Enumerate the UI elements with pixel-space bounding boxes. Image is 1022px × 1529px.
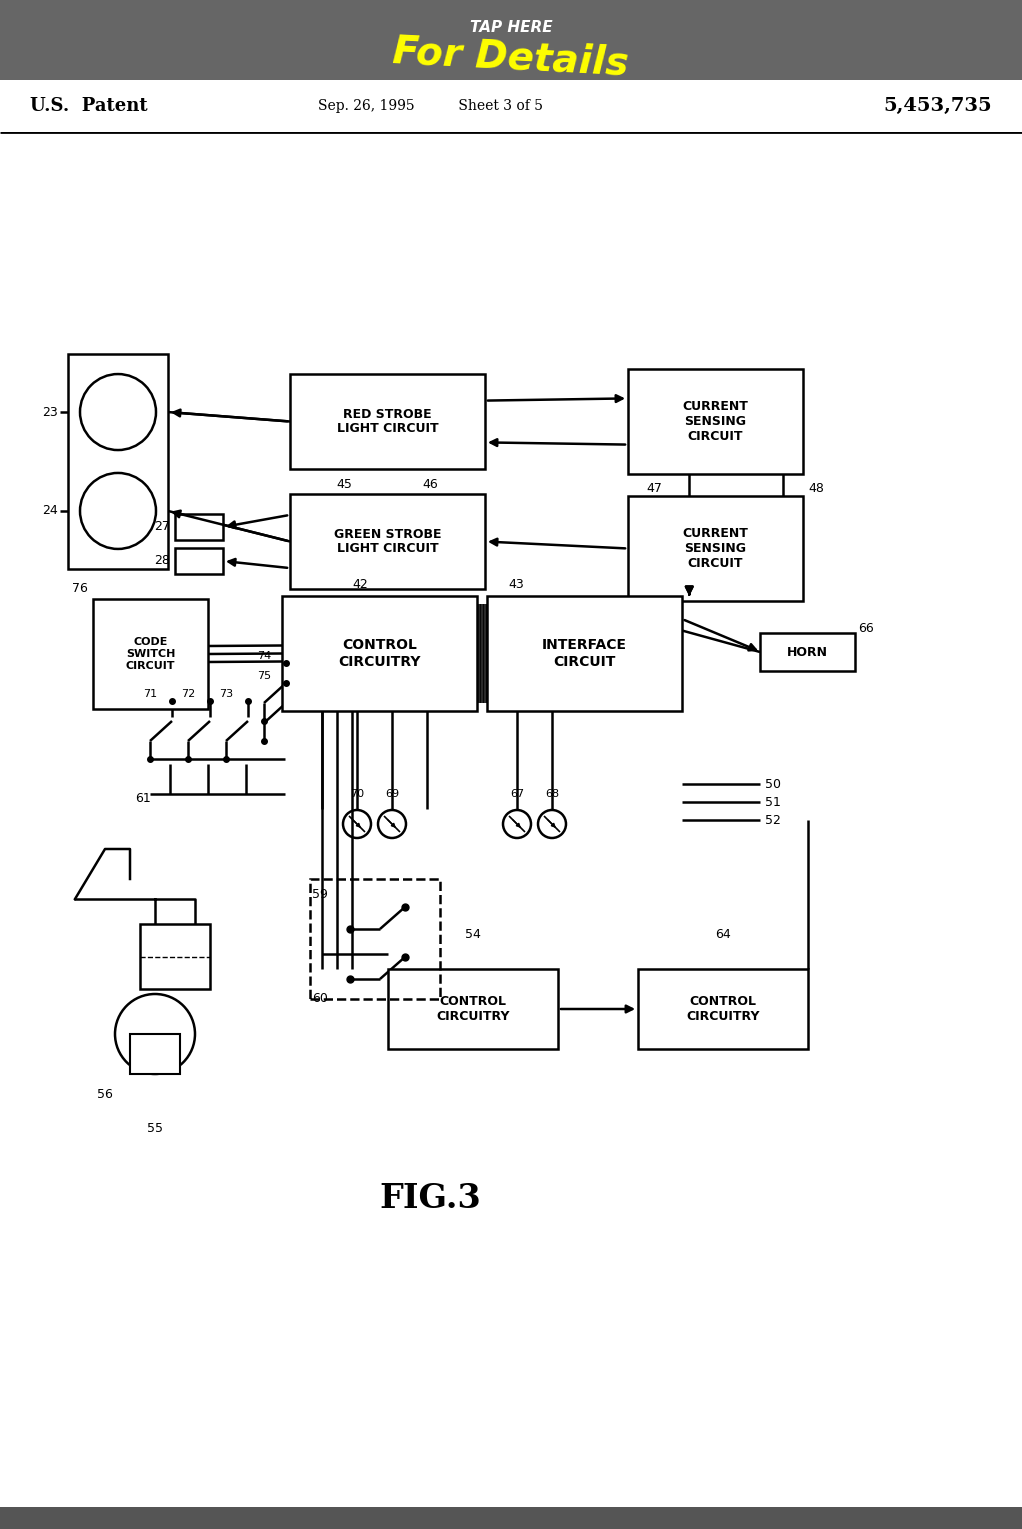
Bar <box>0 80 1022 131</box>
Text: 69: 69 <box>385 789 399 800</box>
Bar <box>388 969 558 1049</box>
Bar <box>310 879 440 998</box>
Text: TAP HERE: TAP HERE <box>470 20 552 35</box>
Text: 23: 23 <box>42 405 58 419</box>
Text: 27: 27 <box>154 520 170 534</box>
Bar <box>0 0 1022 80</box>
Text: 72: 72 <box>181 690 195 699</box>
Text: 48: 48 <box>808 483 824 495</box>
Text: Sep. 26, 1995          Sheet 3 of 5: Sep. 26, 1995 Sheet 3 of 5 <box>318 99 543 113</box>
Bar <box>487 596 682 711</box>
Bar <box>628 495 803 601</box>
Text: 76: 76 <box>73 583 88 595</box>
Bar <box>628 368 803 474</box>
Text: 47: 47 <box>646 483 662 495</box>
Bar <box>290 375 485 469</box>
Text: 42: 42 <box>353 578 368 590</box>
Text: 64: 64 <box>715 928 731 940</box>
Bar <box>760 633 855 671</box>
Text: 71: 71 <box>143 690 157 699</box>
Text: CONTROL
CIRCUITRY: CONTROL CIRCUITRY <box>686 995 759 1023</box>
Text: GREEN STROBE
LIGHT CIRCUIT: GREEN STROBE LIGHT CIRCUIT <box>334 528 442 555</box>
Text: RED STROBE
LIGHT CIRCUIT: RED STROBE LIGHT CIRCUIT <box>336 408 438 436</box>
Text: 56: 56 <box>97 1087 113 1101</box>
Text: 55: 55 <box>147 1122 162 1136</box>
Bar <box>140 924 210 989</box>
Text: CODE
SWITCH
CIRCUIT: CODE SWITCH CIRCUIT <box>126 638 175 671</box>
Text: 52: 52 <box>765 813 781 827</box>
Text: 24: 24 <box>42 505 58 517</box>
Text: 75: 75 <box>257 671 271 680</box>
Bar <box>0 131 1022 1508</box>
Bar <box>0 1508 1022 1529</box>
Text: 46: 46 <box>422 477 438 491</box>
Text: 67: 67 <box>510 789 524 800</box>
Text: 74: 74 <box>257 651 271 661</box>
Bar <box>638 969 808 1049</box>
Bar <box>68 355 168 569</box>
Text: 45: 45 <box>336 477 353 491</box>
Text: CONTROL
CIRCUITRY: CONTROL CIRCUITRY <box>436 995 510 1023</box>
Text: 66: 66 <box>858 621 874 635</box>
Text: HORN: HORN <box>787 645 828 659</box>
Text: 59: 59 <box>312 887 328 901</box>
Text: 54: 54 <box>465 928 481 940</box>
Text: 5,453,735: 5,453,735 <box>883 96 992 115</box>
Text: 70: 70 <box>350 789 364 800</box>
Text: 68: 68 <box>545 789 559 800</box>
Bar <box>175 514 223 540</box>
Text: 60: 60 <box>312 992 328 1006</box>
Bar <box>282 596 477 711</box>
Text: 50: 50 <box>765 778 781 790</box>
Bar <box>93 599 208 709</box>
Text: CONTROL
CIRCUITRY: CONTROL CIRCUITRY <box>338 639 421 668</box>
Text: 43: 43 <box>508 578 524 590</box>
Text: INTERFACE
CIRCUIT: INTERFACE CIRCUIT <box>542 639 628 668</box>
Text: For Details: For Details <box>392 32 630 83</box>
Bar <box>290 494 485 589</box>
Text: 51: 51 <box>765 795 781 809</box>
Text: U.S.  Patent: U.S. Patent <box>30 96 147 115</box>
Text: CURRENT
SENSING
CIRCUIT: CURRENT SENSING CIRCUIT <box>683 528 748 570</box>
Text: CURRENT
SENSING
CIRCUIT: CURRENT SENSING CIRCUIT <box>683 401 748 443</box>
Text: 73: 73 <box>219 690 233 699</box>
Bar <box>130 1034 180 1073</box>
Text: FIG.3: FIG.3 <box>379 1182 481 1216</box>
Bar <box>175 547 223 573</box>
Text: 28: 28 <box>154 555 170 567</box>
Text: 61: 61 <box>135 792 151 806</box>
